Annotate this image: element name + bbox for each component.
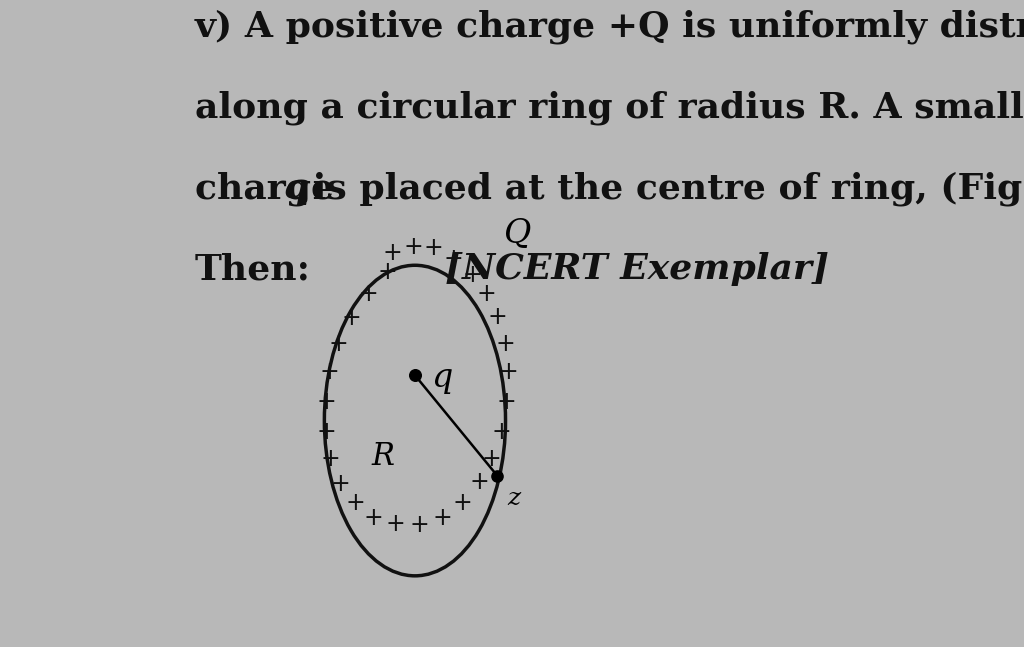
Text: z: z (507, 487, 520, 510)
Text: +: + (462, 263, 481, 287)
Text: +: + (316, 420, 336, 444)
Text: +: + (492, 419, 512, 444)
Text: +: + (342, 306, 361, 331)
Text: +: + (329, 332, 348, 356)
Text: +: + (487, 305, 507, 329)
Text: +: + (364, 505, 383, 530)
Text: +: + (443, 247, 464, 271)
Text: +: + (378, 259, 397, 284)
Text: v) A positive charge +Q is uniformly distributed: v) A positive charge +Q is uniformly dis… (195, 10, 1024, 44)
Text: +: + (382, 241, 402, 265)
Text: +: + (423, 236, 443, 261)
Text: +: + (499, 360, 518, 384)
Text: +: + (497, 390, 517, 415)
Text: +: + (403, 235, 424, 259)
Text: +: + (481, 447, 501, 472)
Text: along a circular ring of radius R. A small test: along a circular ring of radius R. A sma… (195, 91, 1024, 125)
Text: +: + (358, 282, 378, 307)
Text: Then:: Then: (195, 252, 311, 287)
Text: +: + (453, 491, 473, 516)
Text: +: + (386, 512, 406, 536)
Text: +: + (496, 332, 515, 356)
Text: [NCERT Exemplar]: [NCERT Exemplar] (445, 252, 829, 287)
Text: +: + (469, 470, 488, 494)
Text: +: + (321, 447, 340, 472)
Text: q: q (285, 171, 309, 206)
Text: q: q (431, 362, 453, 395)
Text: +: + (331, 472, 350, 496)
Text: +: + (345, 491, 366, 516)
Text: +: + (410, 513, 429, 538)
Point (488, 470, 505, 481)
Text: R: R (371, 441, 394, 472)
Point (407, 370, 423, 380)
Text: +: + (476, 282, 496, 307)
Text: +: + (432, 505, 452, 530)
Text: Q: Q (504, 218, 530, 250)
Text: is placed at the centre of ring, (Fig.): is placed at the centre of ring, (Fig.) (300, 171, 1024, 206)
Text: charge: charge (195, 171, 346, 206)
Text: +: + (319, 360, 339, 384)
Text: +: + (316, 390, 336, 415)
